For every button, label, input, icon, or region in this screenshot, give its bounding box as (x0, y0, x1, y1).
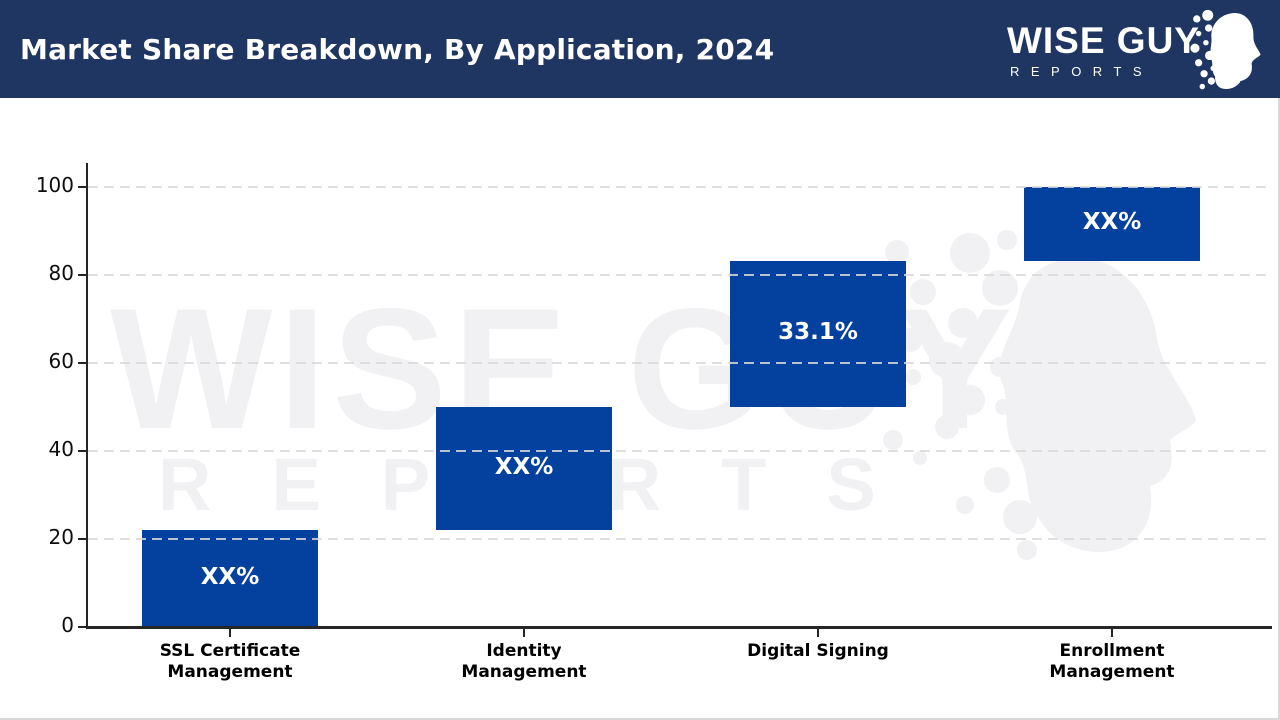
y-axis-tick-60 (78, 362, 88, 364)
y-axis-tick-40 (78, 450, 88, 452)
dotted-head-icon (1190, 9, 1261, 90)
bar-ssl-certificate-management (142, 530, 318, 627)
bar-value-label: XX% (200, 563, 260, 590)
x-category-label-line: Management (167, 662, 293, 682)
logo-wordmark: WISE GUY (1006, 19, 1200, 61)
x-category-label-0: SSL Certificate Management (80, 641, 380, 683)
bar-value-label: XX% (494, 453, 554, 480)
x-category-label-line: Enrollment (1059, 641, 1165, 661)
y-axis-tick-100 (78, 186, 88, 188)
page-title: Market Share Breakdown, By Application, … (20, 32, 775, 66)
y-tick-label-100: 100 (35, 173, 74, 197)
logo-subtitle: REPORTS (1009, 63, 1154, 79)
bar-value-label: XX% (1082, 209, 1142, 236)
y-tick-label-40: 40 (48, 437, 74, 461)
y-tick-label-20: 20 (48, 525, 74, 549)
x-axis-line (86, 626, 1272, 629)
x-category-label-3: Enrollment Management (962, 641, 1262, 683)
gridline-80 (88, 274, 1272, 276)
logo-text: WISE GUY REPORTS (1007, 22, 1200, 79)
bar-value-label: 33.1% (778, 319, 858, 346)
y-axis-tick-80 (78, 274, 88, 276)
y-tick-label-0: 0 (61, 613, 74, 637)
x-axis-tick-3 (1111, 629, 1113, 637)
bar-identity-management (436, 407, 612, 531)
x-category-label-2: Digital Signing (668, 641, 968, 662)
gridline-20 (88, 538, 1272, 540)
gridline-40 (88, 450, 1272, 452)
wise-guy-reports-logo: WISE GUY REPORTS (1007, 8, 1266, 92)
x-category-label-1: Identity Management (374, 641, 674, 683)
gridline-100 (88, 186, 1272, 188)
gridline-60 (88, 362, 1272, 364)
y-axis-tick-0 (78, 626, 88, 628)
x-category-label-line: Digital Signing (747, 641, 889, 661)
x-category-label-line: SSL Certificate (159, 641, 301, 661)
x-category-label-line: Management (1049, 662, 1175, 682)
y-axis-line (86, 163, 88, 629)
x-axis-tick-0 (229, 629, 231, 637)
y-tick-label-80: 80 (48, 261, 74, 285)
x-category-label-line: Identity (486, 641, 562, 661)
x-category-label-line: Management (461, 662, 587, 682)
bar-enrollment-management (1024, 187, 1200, 262)
y-axis-tick-20 (78, 538, 88, 540)
bar-digital-signing (730, 261, 906, 407)
y-tick-label-60: 60 (48, 349, 74, 373)
x-axis-tick-1 (523, 629, 525, 637)
x-axis-tick-2 (817, 629, 819, 637)
header-band: Market Share Breakdown, By Application, … (0, 0, 1280, 98)
